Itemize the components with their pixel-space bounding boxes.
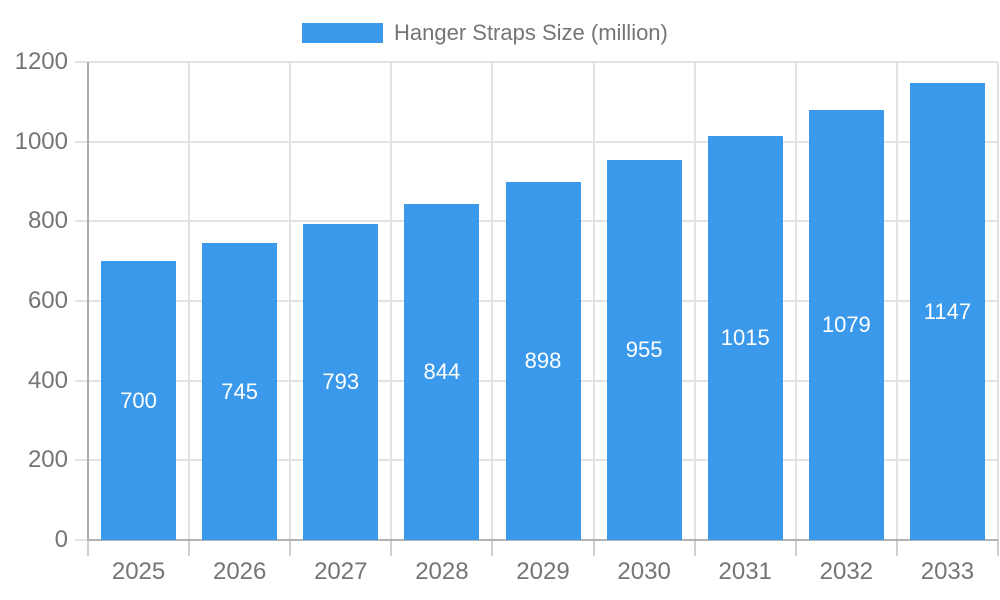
- x-axis-tick: [693, 540, 696, 556]
- x-axis-line: [87, 539, 998, 541]
- bar: [808, 110, 884, 540]
- x-axis-label: 2028: [415, 558, 469, 585]
- x-gridline: [289, 62, 292, 540]
- x-gridline: [693, 62, 696, 540]
- x-axis-label: 2031: [718, 558, 772, 585]
- y-axis-label: 0: [54, 526, 68, 553]
- x-gridline: [895, 62, 898, 540]
- bar: [505, 182, 581, 540]
- x-axis-tick: [87, 540, 89, 556]
- bar: [303, 224, 379, 540]
- x-gridline: [997, 62, 999, 540]
- bar-value-label: 955: [625, 336, 663, 362]
- x-gridline: [592, 62, 595, 540]
- bar: [404, 203, 480, 540]
- y-gridline: [75, 61, 998, 63]
- x-axis-label: 2030: [617, 558, 671, 585]
- x-axis-tick: [188, 540, 191, 556]
- y-axis-line: [87, 62, 89, 540]
- bar-value-label: 844: [423, 358, 461, 384]
- x-axis-label: 2027: [314, 558, 368, 585]
- x-gridline: [188, 62, 191, 540]
- bar-value-label: 745: [221, 378, 259, 404]
- bar-value-label: 1147: [923, 298, 972, 324]
- x-axis-tick: [895, 540, 898, 556]
- chart-legend: Hanger Straps Size (million): [302, 20, 668, 46]
- y-axis-label: 1200: [14, 48, 68, 75]
- x-axis-tick: [390, 540, 393, 556]
- x-axis-label: 2033: [920, 558, 975, 585]
- x-axis-label: 2026: [212, 558, 267, 585]
- y-axis-label: 1000: [14, 127, 68, 155]
- x-axis-tick: [289, 540, 292, 556]
- bar-value-label: 1015: [720, 324, 770, 350]
- y-gridline: [75, 140, 998, 143]
- bar: [101, 261, 177, 540]
- bar-value-label: 700: [120, 387, 157, 413]
- x-axis-tick: [491, 540, 494, 556]
- y-axis-label: 200: [27, 446, 68, 474]
- bar: [606, 159, 682, 540]
- x-axis-tick: [592, 540, 595, 556]
- bar-value-label: 898: [524, 348, 562, 374]
- x-gridline: [794, 62, 797, 540]
- x-axis-tick: [794, 540, 797, 556]
- bar: [707, 135, 783, 540]
- x-gridline: [491, 62, 494, 540]
- bar: [202, 243, 278, 540]
- bar: [909, 83, 985, 540]
- x-gridline: [390, 62, 393, 540]
- y-axis-label: 400: [27, 366, 68, 394]
- y-axis-tick: [75, 539, 88, 541]
- x-axis-label: 2025: [111, 558, 166, 585]
- y-axis-label: 600: [27, 287, 68, 314]
- x-axis-label: 2029: [516, 558, 570, 585]
- y-axis-label: 800: [27, 207, 68, 235]
- bar-value-label: 1079: [821, 312, 871, 338]
- legend-color-swatch: [302, 23, 383, 43]
- legend-label: Hanger Straps Size (million): [394, 20, 668, 45]
- x-axis-label: 2032: [819, 558, 874, 585]
- bar-value-label: 793: [322, 369, 360, 395]
- x-axis-tick: [997, 540, 999, 556]
